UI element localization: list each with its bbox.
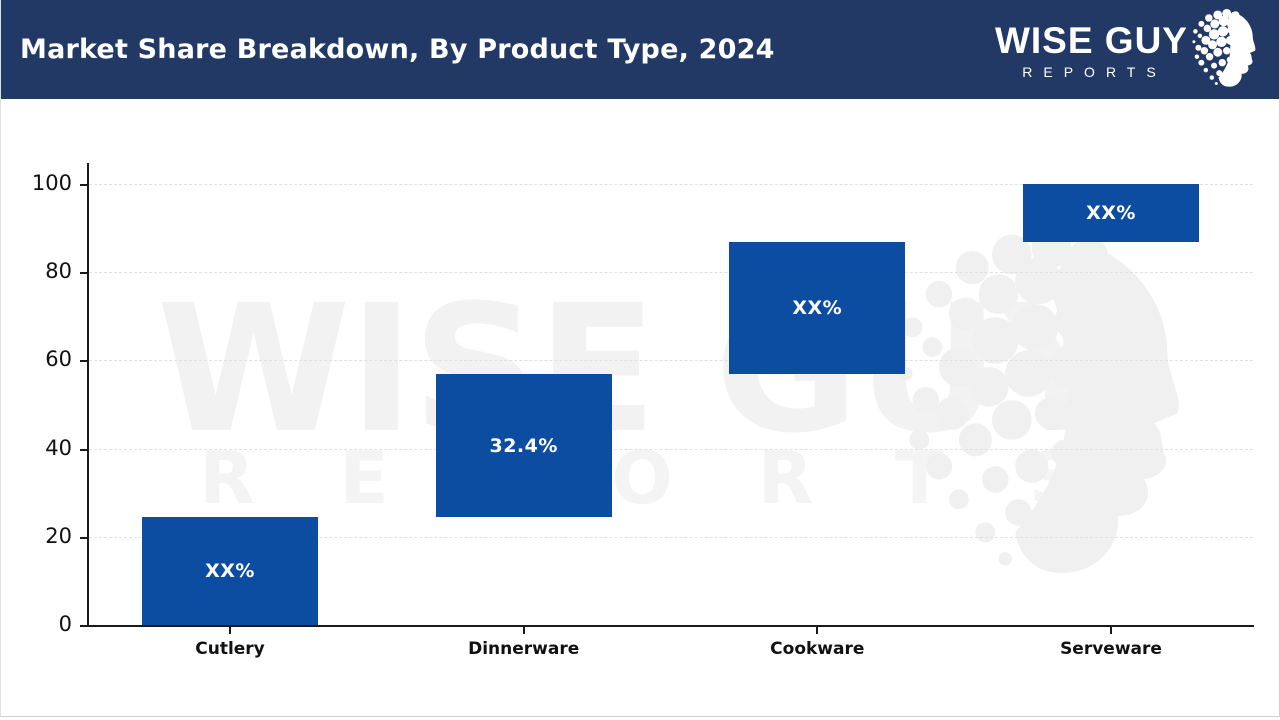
category-label-cookware: Cookware — [770, 639, 865, 659]
y-tick-mark — [80, 448, 87, 451]
dotted-head-icon — [1192, 9, 1256, 87]
y-tick-label: 20 — [45, 523, 72, 548]
logo-wordmark: WISE GUY — [994, 19, 1188, 61]
bar-serveware: XX% — [1023, 184, 1199, 243]
gridline-60 — [89, 360, 1253, 362]
bar-value-label: XX% — [205, 559, 255, 582]
bar-value-label: XX% — [1086, 202, 1136, 225]
page-title: Market Share Breakdown, By Product Type,… — [20, 34, 775, 65]
x-tick-mark — [229, 627, 231, 634]
x-tick-mark — [1110, 627, 1112, 634]
watermark-dotted-head-icon — [899, 228, 1179, 574]
x-axis-spine — [87, 625, 1254, 627]
y-tick-mark — [80, 536, 87, 539]
bar-cookware: XX% — [729, 242, 906, 375]
bar-cutlery: XX% — [142, 516, 318, 625]
header-bar: Market Share Breakdown, By Product Type,… — [0, 0, 1280, 99]
y-tick-mark — [80, 625, 87, 627]
bar-value-label: 32.4% — [489, 434, 558, 457]
logo-subtitle: REPORTS — [1022, 63, 1167, 80]
bar-value-label: XX% — [792, 297, 843, 320]
x-tick-mark — [816, 627, 819, 634]
wise-guy-reports-logo: WISE GUY REPORTS — [995, 8, 1262, 92]
category-label-serveware: Serveware — [1060, 639, 1162, 659]
category-label-cutlery: Cutlery — [195, 639, 265, 659]
y-tick-label: 0 — [58, 612, 72, 636]
y-axis-spine — [87, 163, 89, 627]
gridline-80 — [89, 272, 1253, 274]
category-label-dinnerware: Dinnerware — [468, 639, 580, 659]
gridline-40 — [89, 448, 1253, 450]
y-tick-label: 100 — [31, 171, 72, 196]
gridline-100 — [89, 184, 1253, 186]
y-tick-label: 40 — [45, 435, 72, 460]
y-tick-label: 80 — [45, 259, 72, 284]
y-tick-mark — [80, 360, 87, 363]
y-tick-mark — [80, 184, 87, 187]
logo-text: WISE GUY REPORTS — [995, 22, 1188, 79]
y-tick-label: 60 — [45, 347, 72, 372]
gridline-20 — [89, 536, 1253, 538]
x-tick-mark — [522, 627, 525, 634]
y-tick-mark — [80, 272, 87, 275]
bar-dinnerware: 32.4% — [435, 374, 612, 517]
